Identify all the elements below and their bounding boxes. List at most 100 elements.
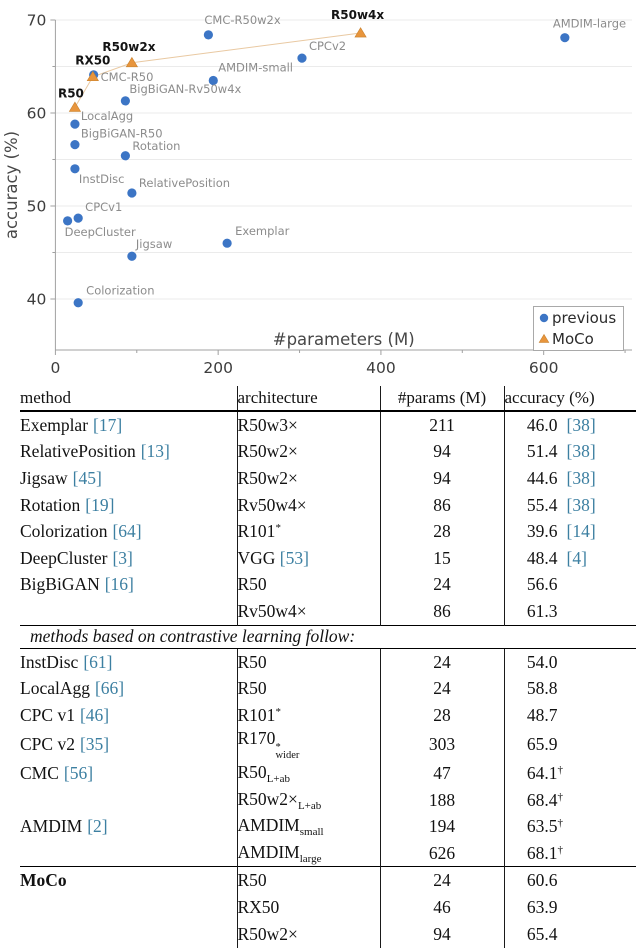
accuracy-cell: 68.1†	[503, 839, 636, 867]
point-label: Colorization	[86, 284, 154, 298]
previous-point-marker	[203, 30, 213, 40]
citation-link[interactable]: [38]	[566, 414, 596, 435]
table-row-colorization: Colorization [64] R101* 28 39.6 [14]	[20, 518, 636, 545]
architecture-cell: R50L+ab	[236, 760, 380, 787]
architecture-cell: Rv50w4×	[236, 491, 380, 519]
scatter-plot-figure: 40 50 60 70 0 200 400 600 #parameters (M) accurac…	[2, 8, 632, 377]
architecture-cell: R50w2×	[236, 921, 380, 948]
method-cell: CPC v1 [46]	[20, 702, 237, 729]
point-label: CMC-R50w2x	[204, 13, 280, 27]
params-cell: 94	[379, 465, 504, 492]
point-labels: InstDisc LocalAgg CPCv1 DeepCluster BigBiGAN…	[58, 8, 626, 298]
architecture-cell: R170 * wider	[236, 728, 380, 761]
previous-point-marker	[127, 251, 137, 261]
previous-point-marker	[208, 75, 218, 86]
arch-subscript: small	[299, 826, 324, 838]
citation-link[interactable]: [3]	[112, 547, 133, 568]
moco-point-marker	[125, 56, 139, 68]
citation-link[interactable]: [64]	[112, 521, 142, 542]
accuracy-cell: 39.6 [14]	[503, 518, 636, 545]
citation-link[interactable]: [14]	[566, 521, 596, 542]
params-cell: 28	[379, 518, 504, 545]
header-accuracy: accuracy (%)	[503, 386, 636, 412]
citation-link[interactable]: [4]	[566, 547, 587, 568]
citation-link[interactable]: [38]	[566, 494, 596, 515]
moco-series-line	[74, 32, 361, 108]
table-row-instdisc: InstDisc [61] R50 24 54.0	[20, 648, 636, 676]
citation-link[interactable]: [16]	[104, 574, 134, 595]
method-name: DeepCluster	[20, 547, 108, 568]
accuracy-value: 68.4	[526, 789, 558, 810]
citation-link[interactable]: [66]	[94, 678, 125, 698]
point-label: LocalAgg	[81, 109, 133, 123]
method-cell: BigBiGAN [16]	[20, 572, 237, 599]
method-cell: Colorization [64]	[20, 518, 237, 545]
params-cell: 47	[379, 760, 504, 787]
citation-link[interactable]: [17]	[93, 414, 123, 435]
header-architecture: architecture	[236, 386, 380, 412]
point-label: Jigsaw	[135, 237, 172, 251]
point-label: AMDIM-large	[553, 17, 626, 31]
params-cell: 86	[379, 491, 504, 519]
citation-link[interactable]: [19]	[85, 494, 115, 515]
citation-link[interactable]: [2]	[87, 816, 108, 836]
point-label: CPCv1	[85, 200, 122, 214]
method-cell	[20, 921, 237, 948]
arch-subscript: L+ab	[297, 799, 322, 812]
dagger-footnote-mark: †	[557, 817, 564, 829]
params-cell: 303	[379, 728, 504, 761]
citation-link[interactable]: [38]	[566, 441, 596, 462]
table-row: AMDIMlarge 626 68.1†	[20, 839, 636, 867]
method-cell	[20, 894, 237, 921]
accuracy-value: 55.4	[526, 494, 558, 515]
params-cell: 94	[379, 438, 504, 466]
citation-link[interactable]: [56]	[63, 763, 94, 783]
architecture-cell: RX50	[236, 894, 380, 922]
method-name: Exemplar	[20, 414, 89, 435]
method-name: CMC	[20, 763, 59, 783]
citation-link[interactable]: [13]	[140, 441, 170, 462]
table-row-exemplar: Exemplar [17] R50w3× 211 46.0 [38]	[20, 411, 636, 439]
y-axis-title: accuracy (%)	[2, 131, 21, 239]
params-cell: 86	[379, 598, 504, 626]
legend-box	[533, 306, 624, 351]
table-row-deepcluster: DeepCluster [3] VGG [53] 15 48.4 [4]	[20, 544, 636, 572]
y-tick-label: 60	[27, 105, 47, 123]
params-cell: 626	[379, 839, 504, 867]
method-cell: CPC v2 [35]	[20, 728, 237, 760]
table-row-amdim: AMDIM [2] AMDIMsmall 194 63.5†	[20, 813, 636, 840]
accuracy-cell: 54.0	[503, 648, 636, 676]
point-label: CPCv2	[309, 39, 346, 53]
table-row-moco: MoCo R50 24 60.6	[20, 866, 636, 895]
citation-link[interactable]: [35]	[79, 733, 110, 754]
dagger-footnote-mark: †	[557, 843, 564, 856]
accuracy-value: 46.0	[526, 414, 558, 435]
accuracy-cell: 58.8	[503, 675, 636, 702]
previous-point-marker	[127, 188, 137, 198]
method-cell: AMDIM [2]	[20, 813, 237, 840]
citation-link[interactable]: [53]	[279, 547, 309, 568]
accuracy-value: 61.3	[526, 600, 558, 621]
header-method: method	[20, 386, 237, 412]
citation-link[interactable]: [38]	[566, 467, 596, 488]
y-tick-label: 50	[27, 198, 47, 216]
method-cell: RelativePosition [13]	[20, 439, 237, 466]
method-cell: InstDisc [61]	[20, 648, 237, 675]
architecture-cell: Rv50w4×	[236, 598, 380, 626]
method-name: LocalAgg	[20, 678, 90, 698]
x-axis-title: #parameters (M)	[273, 330, 415, 349]
table-row-cmc: CMC [56] R50L+ab 47 64.1†	[20, 760, 636, 787]
accuracy-value: 64.1	[526, 763, 558, 783]
accuracy-value: 56.6	[526, 574, 558, 595]
method-name: CPC v1	[20, 704, 75, 725]
arch-subscript: large	[299, 852, 322, 865]
architecture-cell: R50w3×	[236, 411, 380, 439]
citation-link[interactable]: [61]	[83, 651, 113, 672]
citation-link[interactable]: [45]	[72, 467, 102, 488]
previous-point-marker	[120, 96, 130, 106]
architecture-cell: R50w2×	[236, 465, 380, 492]
accuracy-cell: 65.4	[503, 921, 636, 948]
citation-link[interactable]: [46]	[79, 704, 110, 725]
legend-previous-label: previous	[552, 309, 616, 327]
table-row: R50w2×L+ab 188 68.4†	[20, 786, 636, 814]
